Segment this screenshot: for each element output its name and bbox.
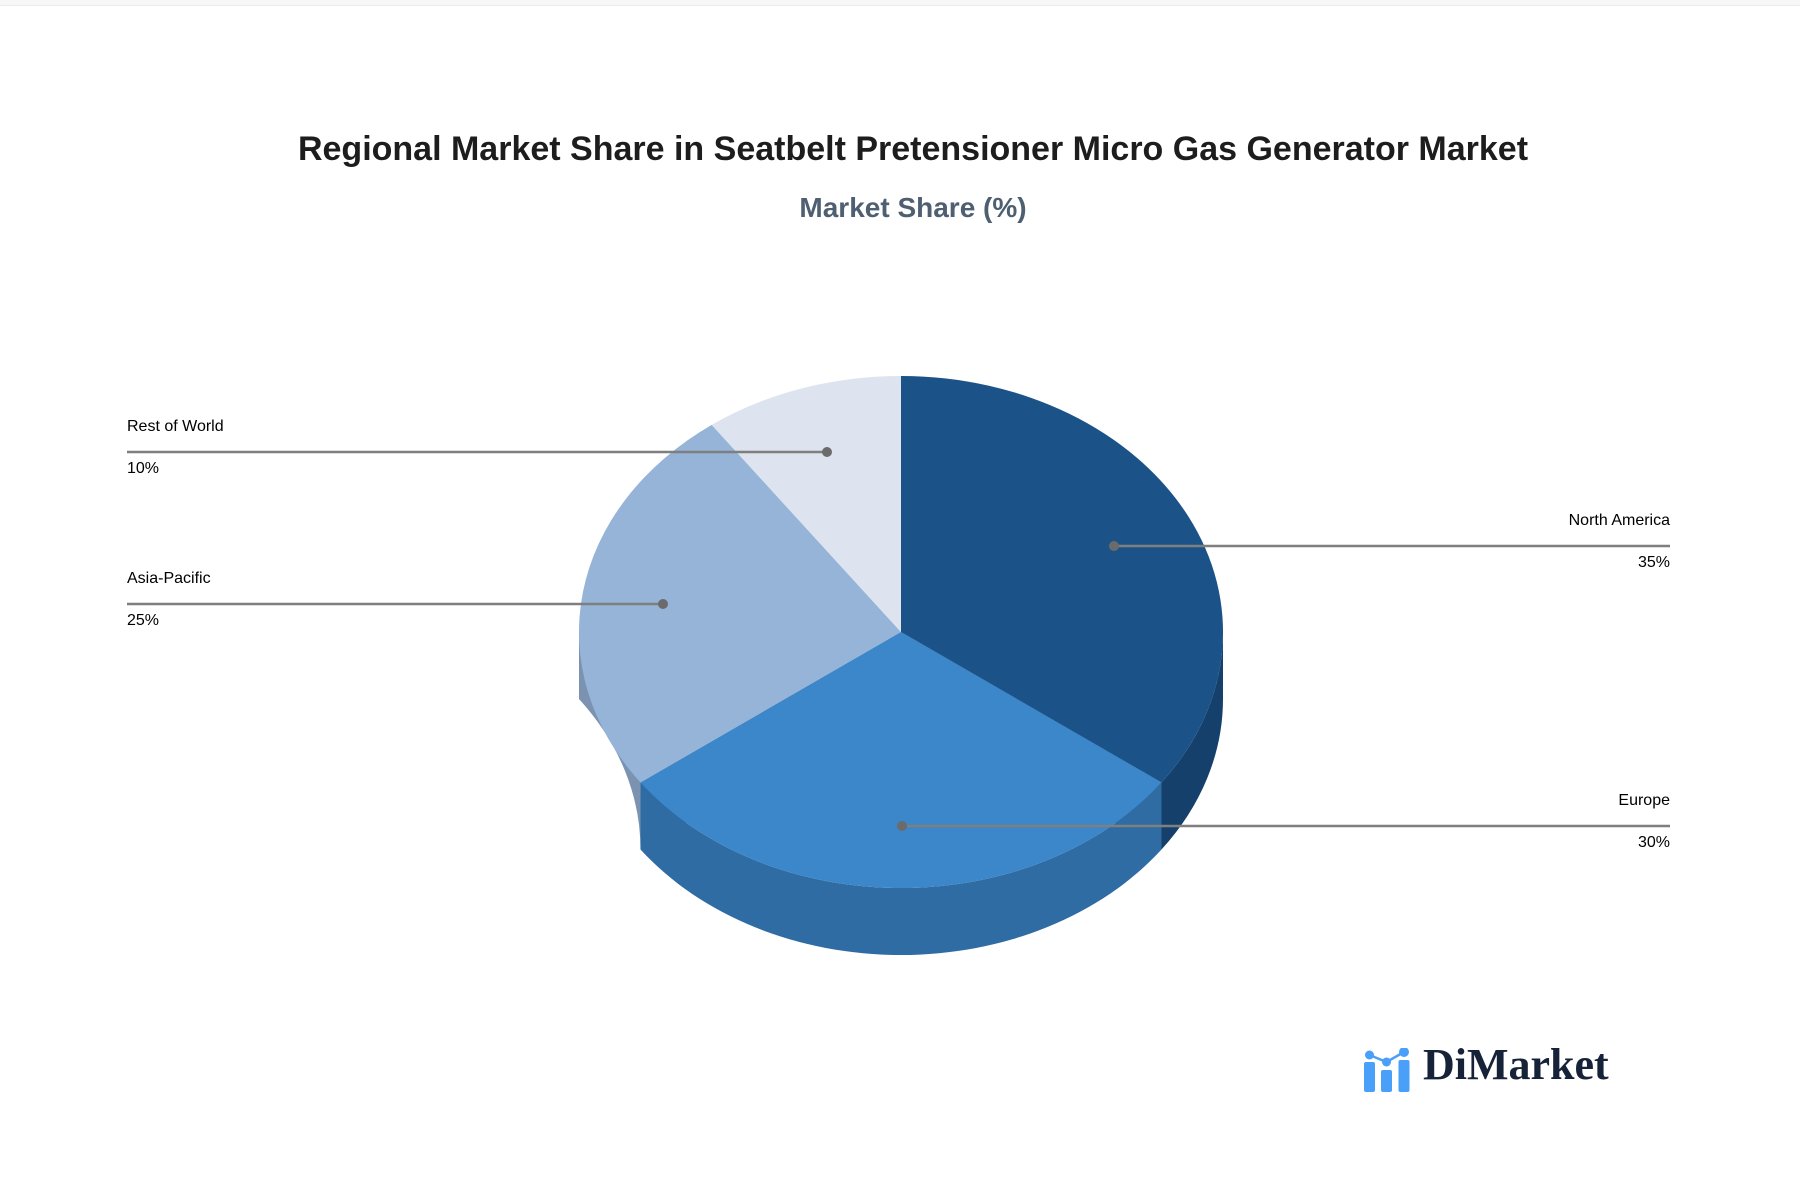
leader-dot-europe [897,821,907,831]
pie-slice-asia-pacific[interactable] [578,424,901,783]
chart-subtitle: Market Share (%) [799,192,1027,223]
dimarket-logo-text: DiMarket [1423,1040,1609,1089]
leader-dot-asia-pacific [658,599,668,609]
slice-value-north-america: 35% [1637,554,1670,571]
slice-label-north-america: North America [1568,512,1670,529]
leader-dot-rest-of-world [822,447,832,457]
slice-value-rest-of-world: 10% [127,460,160,477]
pie-wall-outer-europe [640,782,1162,956]
top-border-strip [0,0,1800,6]
dimarket-logo: DiMarket [1363,1040,1609,1092]
pie-slice-rest-of-world[interactable] [711,376,901,632]
slice-label-asia-pacific: Asia-Pacific [127,570,211,587]
pie-wall-outer-north-america [1161,632,1224,850]
leader-dot-north-america [1109,541,1119,551]
dimarket-logo-icon [1364,1048,1410,1092]
chart-title: Regional Market Share in Seatbelt Preten… [297,130,1529,168]
slice-label-rest-of-world: Rest of World [127,418,224,435]
pie-slice-north-america[interactable] [901,376,1224,783]
pie-slice-europe[interactable] [640,632,1162,889]
slice-value-asia-pacific: 25% [127,612,160,629]
slice-value-europe: 30% [1637,834,1670,851]
slice-label-europe: Europe [1618,792,1670,809]
